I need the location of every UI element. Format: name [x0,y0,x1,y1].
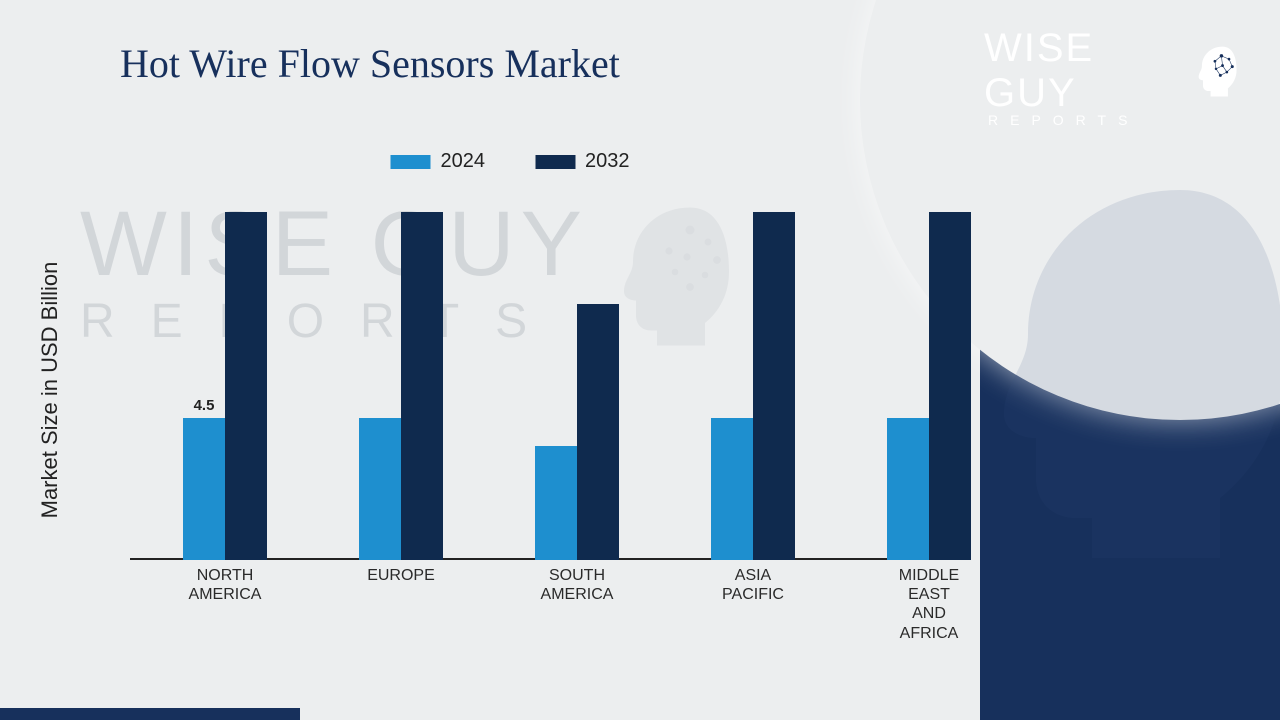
y-axis-label: Market Size in USD Billion [37,262,63,519]
bar-2024 [711,418,753,561]
bar-2032 [577,304,619,561]
plot-region: 4.5NORTHAMERICA EUROPE SOUTHAMERICA ASIAPAC… [130,180,950,560]
bar-2032 [753,212,795,560]
category-label: MIDDLEEASTANDAFRICA [864,566,994,643]
legend-label-2032: 2032 [585,150,630,173]
bar-group: EUROPE [336,180,466,560]
bar-2024 [183,418,225,561]
category-label: ASIAPACIFIC [688,566,818,604]
logo-text: WISE GUY [984,26,1186,116]
legend-swatch-2024 [391,155,431,169]
bar-group: SOUTHAMERICA [512,180,642,560]
chart-area: Market Size in USD Billion 2024 2032 4.5… [60,150,960,630]
legend: 2024 2032 [391,150,630,173]
bar-2032 [401,212,443,560]
logo-head-icon [1190,42,1244,100]
bar-2024 [359,418,401,561]
category-label: SOUTHAMERICA [512,566,642,604]
chart-title: Hot Wire Flow Sensors Market [120,40,620,87]
bar-2024 [887,418,929,561]
bar-group: ASIAPACIFIC [688,180,818,560]
bar-value-label: 4.5 [194,397,215,414]
brand-logo: WISE GUY REPORTS [984,26,1244,128]
logo-subtext: REPORTS [984,112,1244,128]
bar-2032 [929,212,971,560]
bar-2024 [535,446,577,560]
footer-strip [0,708,300,720]
category-label: EUROPE [336,566,466,585]
legend-item-2024: 2024 [391,150,486,173]
legend-label-2024: 2024 [441,150,486,173]
legend-item-2032: 2032 [535,150,630,173]
bar-group: MIDDLEEASTANDAFRICA [864,180,994,560]
bar-2032 [225,212,267,560]
report-slide: WISE GUY REPORTS WISE GUY REPORTS Hot Wi… [0,0,1280,720]
legend-swatch-2032 [535,155,575,169]
category-label: NORTHAMERICA [160,566,290,604]
bar-group: 4.5NORTHAMERICA [160,180,290,560]
